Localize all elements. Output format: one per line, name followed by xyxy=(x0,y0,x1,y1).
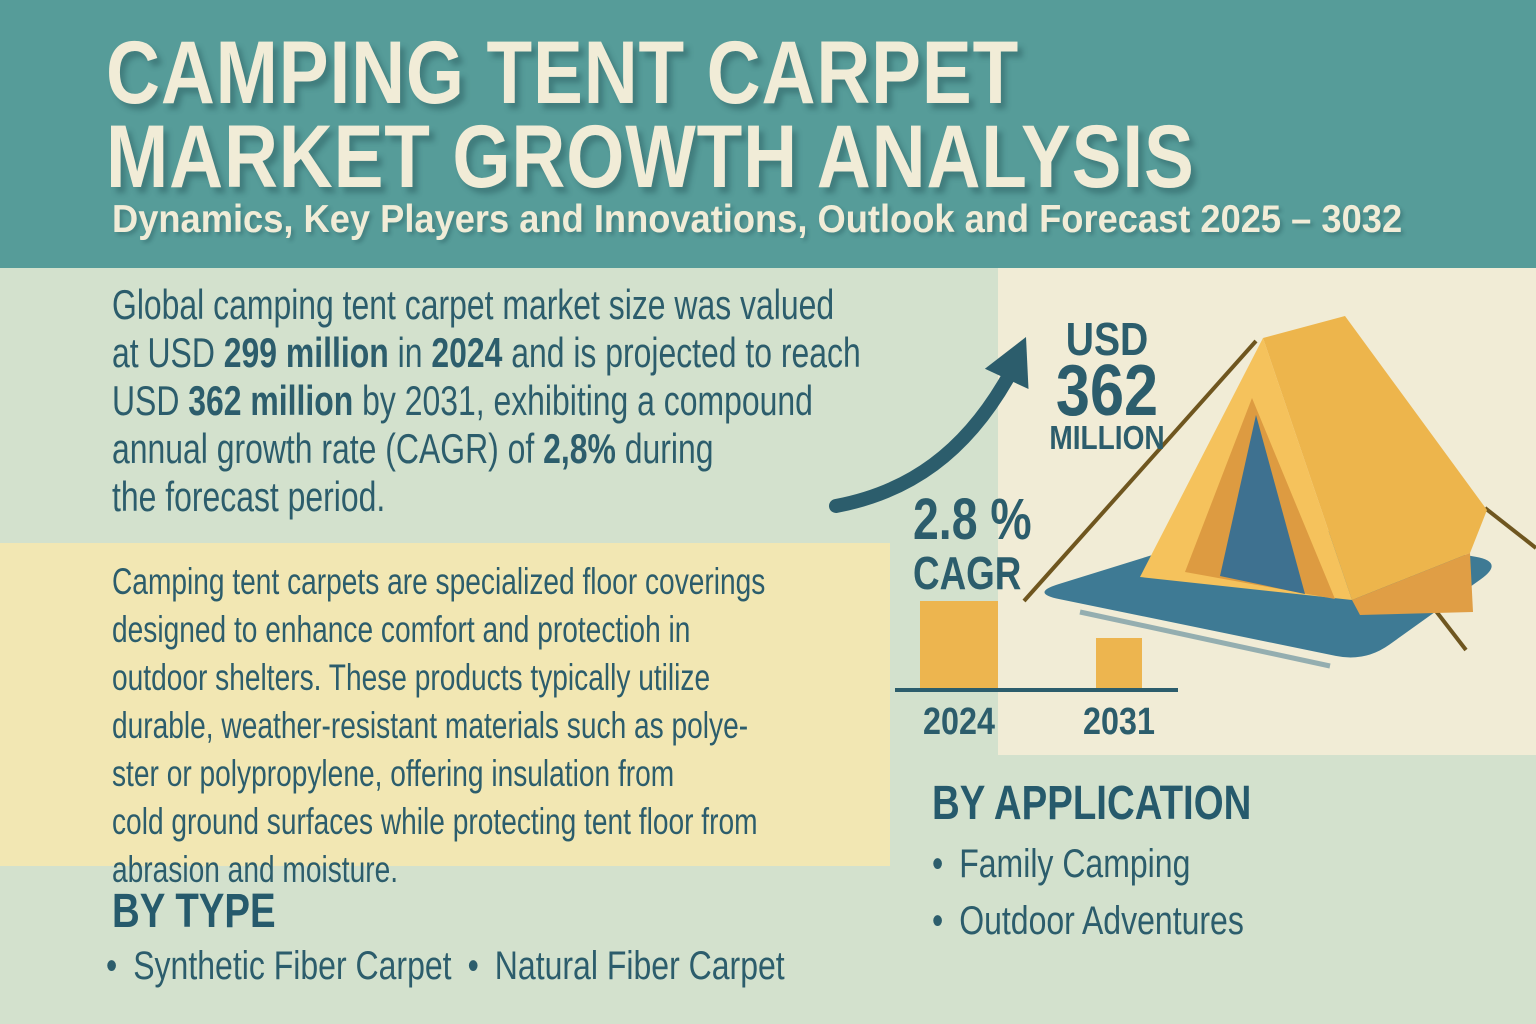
stat-currency-label: USD xyxy=(1065,313,1149,365)
page-title-line-2: MARKET GROWTH ANALYSIS xyxy=(106,106,1195,206)
page-subtitle: Dynamics, Key Players and Innovations, O… xyxy=(112,198,1403,241)
by-type-list: • Synthetic Fiber Carpet • Natural Fiber Ca… xyxy=(106,944,785,989)
stat-value: 362 xyxy=(1055,351,1159,431)
by-application-item-outdoor: • Outdoor Adventures xyxy=(932,899,1244,944)
market-summary-paragraph: Global camping tent carpet market size w… xyxy=(112,281,861,520)
by-application-item-label: Outdoor Adventures xyxy=(959,899,1244,943)
projected-value-stat: USD 362 MILLION xyxy=(1018,316,1197,456)
by-application-item-label: Family Camping xyxy=(959,842,1191,886)
by-type-heading: BY TYPE xyxy=(112,885,276,938)
by-application-heading: BY APPLICATION xyxy=(932,777,1252,830)
product-description-paragraph: Camping tent carpets are specialized flo… xyxy=(112,561,766,890)
cagr-label: CAGR xyxy=(913,547,1022,599)
bullet-icon: • xyxy=(467,944,479,988)
page-title: CAMPING TENT CARPET MARKET GROWTH ANALYS… xyxy=(106,22,1195,206)
header-band xyxy=(0,0,1536,268)
bullet-icon: • xyxy=(932,899,944,943)
cagr-stat: 2.8 % CAGR xyxy=(913,487,1032,599)
cagr-value: 2.8 % xyxy=(913,487,1032,552)
axis-label-2024: 2024 xyxy=(923,701,995,743)
page-title-line-1: CAMPING TENT CARPET xyxy=(106,22,1020,122)
description-panel xyxy=(0,543,890,866)
stat-unit-label: MILLION xyxy=(1049,419,1165,456)
bullet-icon: • xyxy=(106,944,118,988)
by-type-item-synthetic: Synthetic Fiber Carpet xyxy=(133,944,452,988)
bullet-icon: • xyxy=(932,842,944,886)
by-application-item-family: • Family Camping xyxy=(932,842,1190,887)
by-type-item-natural: Natural Fiber Carpet xyxy=(494,944,785,988)
axis-label-2031: 2031 xyxy=(1083,701,1155,743)
